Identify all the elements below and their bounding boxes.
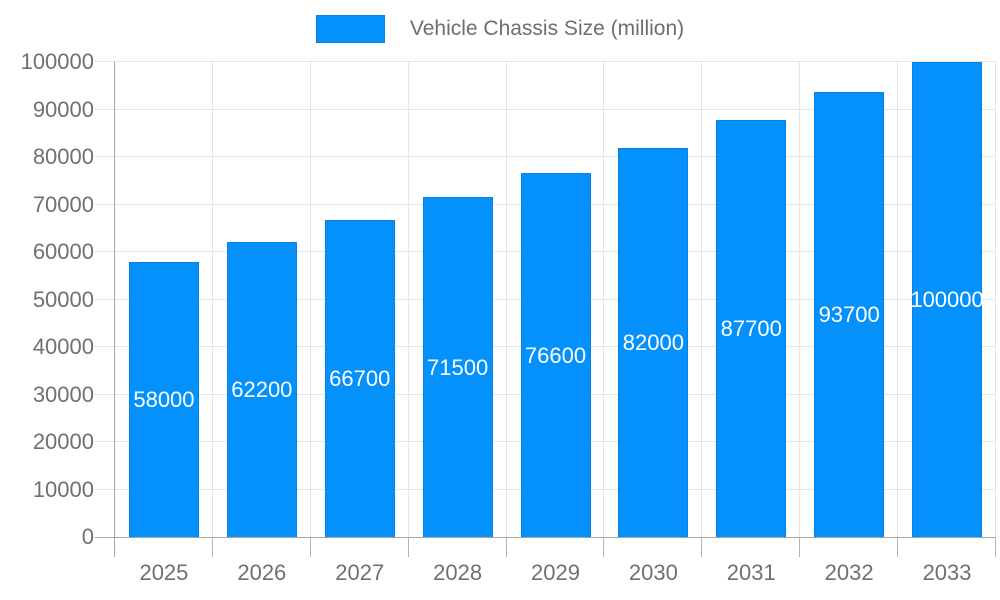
y-axis-tick-label: 10000	[32, 476, 94, 502]
y-axis-tick-label: 60000	[32, 239, 94, 264]
y-axis-tick-label: 100000	[20, 49, 94, 74]
plot-area: 58000 62200 66700 71500 76600 82000 87700 93700…	[95, 61, 996, 557]
bar[interactable]: 66700	[324, 220, 395, 537]
y-axis-tick-label: 30000	[32, 381, 94, 407]
x-axis-tick-label: 2028	[433, 560, 483, 585]
bar-value-label: 100000	[910, 287, 984, 312]
bar[interactable]: 58000	[128, 261, 199, 537]
y-axis-tick-label: 70000	[32, 191, 94, 217]
bar[interactable]: 71500	[422, 197, 493, 537]
legend-swatch	[315, 15, 385, 43]
bar[interactable]: 87700	[716, 120, 787, 537]
x-axis-tick-label: 2031	[726, 560, 776, 585]
x-axis-tick	[309, 537, 311, 557]
x-axis-tick	[505, 537, 507, 557]
gridline-x	[603, 62, 605, 537]
x-axis-tick	[211, 537, 213, 557]
y-axis-tick-label: 80000	[32, 144, 94, 169]
legend[interactable]: Vehicle Chassis Size (million)	[0, 15, 1000, 43]
gridline-y	[95, 61, 996, 62]
bar-value-label: 66700	[329, 366, 391, 392]
bar-value-label: 93700	[818, 301, 880, 327]
bar[interactable]: 82000	[618, 147, 689, 537]
y-axis-tick-label: 50000	[32, 286, 94, 312]
bar[interactable]: 76600	[520, 173, 591, 537]
gridline-x	[505, 62, 507, 537]
x-axis-tick	[799, 537, 801, 557]
legend-label: Vehicle Chassis Size (million)	[409, 17, 685, 40]
bar[interactable]: 100000	[910, 62, 984, 537]
x-axis-tick-label: 2025	[139, 560, 189, 585]
x-axis-tick-label: 2029	[531, 560, 580, 585]
gridline-x	[309, 62, 311, 537]
bar-value-label: 82000	[622, 329, 684, 355]
bar-value-label: 58000	[133, 386, 195, 412]
bar[interactable]: 62200	[226, 241, 297, 537]
y-axis-line	[114, 62, 115, 557]
x-axis-tick	[603, 537, 605, 557]
x-axis-tick	[995, 537, 996, 557]
bar-value-label: 87700	[720, 316, 782, 342]
y-axis-tick-label: 0	[81, 524, 94, 549]
x-axis-line	[95, 537, 996, 538]
gridline-x	[701, 62, 703, 537]
y-axis-tick-label: 20000	[32, 429, 94, 454]
x-axis-tick	[897, 537, 899, 557]
x-axis-tick	[407, 537, 409, 557]
bar-value-label: 76600	[524, 342, 587, 368]
y-axis-tick-label: 90000	[32, 96, 94, 122]
gridline-x	[995, 62, 996, 537]
x-axis-tick-label: 2027	[335, 560, 385, 585]
gridline-x	[897, 62, 899, 537]
bar-value-label: 71500	[427, 354, 489, 380]
x-axis-tick	[701, 537, 703, 557]
x-axis-tick-label: 2032	[824, 560, 874, 585]
x-axis-tick-label: 2033	[922, 560, 972, 585]
x-axis-tick-label: 2030	[628, 560, 678, 585]
gridline-x	[211, 62, 213, 537]
gridline-x	[799, 62, 801, 537]
gridline-x	[407, 62, 409, 537]
bar-value-label: 62200	[231, 376, 293, 402]
y-axis-tick-label: 40000	[32, 334, 94, 359]
bar[interactable]: 93700	[814, 91, 885, 537]
x-axis-tick-label: 2026	[237, 560, 287, 585]
